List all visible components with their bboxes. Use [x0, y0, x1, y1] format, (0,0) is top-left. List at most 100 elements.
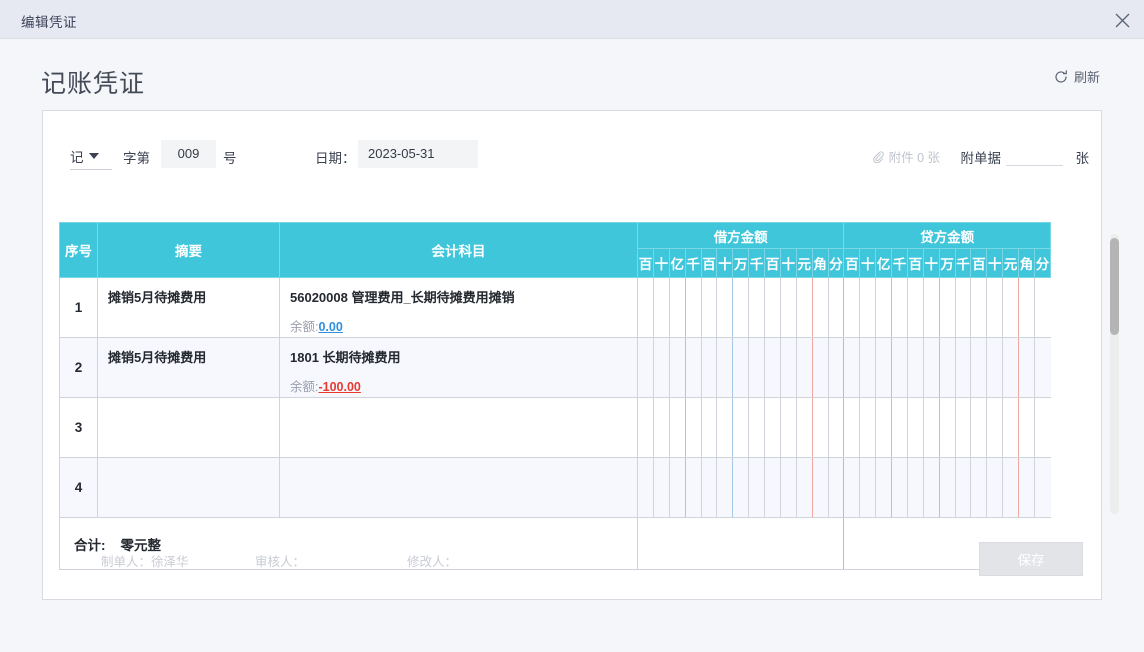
debit-digit-cell[interactable]: [700, 277, 717, 338]
debit-digit-cell[interactable]: [716, 277, 733, 338]
debit-digit-cell[interactable]: [764, 457, 781, 518]
debit-digit-cell[interactable]: [637, 457, 654, 518]
credit-digit-cell[interactable]: [954, 277, 971, 338]
debit-digit-cell[interactable]: [700, 337, 717, 398]
debit-digit-cell[interactable]: [795, 277, 813, 338]
debit-digit-cell[interactable]: [795, 397, 813, 458]
credit-digit-cell[interactable]: [1018, 457, 1035, 518]
debit-digit-cell[interactable]: [764, 397, 781, 458]
debit-digit-cell[interactable]: [811, 277, 828, 338]
credit-digit-cell[interactable]: [938, 337, 955, 398]
save-button[interactable]: 保存: [979, 542, 1083, 576]
debit-digit-cell[interactable]: [684, 457, 701, 518]
credit-digit-cell[interactable]: [843, 457, 860, 518]
credit-digit-cell[interactable]: [1018, 397, 1035, 458]
debit-digit-cell[interactable]: [684, 397, 701, 458]
debit-digit-cell[interactable]: [748, 337, 765, 398]
credit-digit-cell[interactable]: [1018, 337, 1035, 398]
row-account[interactable]: 1801 长期待摊费用 余额:-100.00: [279, 337, 638, 398]
credit-digit-cell[interactable]: [1033, 337, 1051, 398]
table-row[interactable]: 3: [59, 397, 1051, 458]
row-summary[interactable]: 摊销5月待摊费用: [97, 277, 280, 338]
credit-digit-cell[interactable]: [970, 457, 987, 518]
credit-digit-cell[interactable]: [843, 277, 860, 338]
row-account[interactable]: 56020008 管理费用_长期待摊费用摊销 余额:0.00: [279, 277, 638, 338]
debit-digit-cell[interactable]: [652, 397, 670, 458]
refresh-button[interactable]: 刷新: [1052, 64, 1102, 89]
debit-digit-cell[interactable]: [827, 277, 844, 338]
debit-digit-cell[interactable]: [811, 397, 828, 458]
credit-digit-cell[interactable]: [1002, 397, 1019, 458]
credit-digit-cell[interactable]: [891, 277, 908, 338]
credit-digit-cell[interactable]: [906, 397, 924, 458]
credit-digit-cell[interactable]: [1002, 457, 1019, 518]
debit-digit-cell[interactable]: [779, 337, 797, 398]
credit-digit-cell[interactable]: [986, 277, 1003, 338]
credit-digit-cell[interactable]: [1002, 337, 1019, 398]
voucher-date-input[interactable]: [358, 140, 478, 168]
debit-digit-cell[interactable]: [827, 337, 844, 398]
debit-digit-cell[interactable]: [716, 337, 733, 398]
credit-digit-cell[interactable]: [906, 457, 924, 518]
debit-digit-cell[interactable]: [795, 457, 813, 518]
credit-digit-cell[interactable]: [1018, 277, 1035, 338]
scrollbar-thumb[interactable]: [1110, 238, 1119, 335]
debit-digit-cell[interactable]: [827, 397, 844, 458]
debit-digit-cell[interactable]: [668, 277, 686, 338]
debit-digit-cell[interactable]: [748, 397, 765, 458]
credit-digit-cell[interactable]: [970, 397, 987, 458]
debit-digit-cell[interactable]: [748, 457, 765, 518]
debit-digit-cell[interactable]: [811, 457, 828, 518]
debit-digit-cell[interactable]: [779, 277, 797, 338]
credit-digit-cell[interactable]: [1033, 277, 1051, 338]
attachment-count[interactable]: 附件 0 张: [872, 147, 940, 166]
row-account[interactable]: [279, 457, 638, 518]
debit-digit-cell[interactable]: [637, 277, 654, 338]
fudanju-input[interactable]: [1006, 144, 1063, 166]
debit-digit-cell[interactable]: [637, 397, 654, 458]
credit-digit-cell[interactable]: [875, 337, 892, 398]
debit-digit-cell[interactable]: [668, 457, 686, 518]
credit-digit-cell[interactable]: [986, 337, 1003, 398]
credit-digit-cell[interactable]: [1033, 397, 1051, 458]
credit-digit-cell[interactable]: [859, 277, 876, 338]
credit-digit-cell[interactable]: [891, 337, 908, 398]
row-summary[interactable]: [97, 457, 280, 518]
close-icon[interactable]: [1110, 8, 1134, 32]
credit-digit-cell[interactable]: [859, 337, 876, 398]
credit-digit-cell[interactable]: [938, 397, 955, 458]
debit-digit-cell[interactable]: [764, 337, 781, 398]
debit-digit-cell[interactable]: [684, 277, 701, 338]
debit-digit-cell[interactable]: [732, 337, 749, 398]
credit-digit-cell[interactable]: [986, 397, 1003, 458]
credit-digit-cell[interactable]: [922, 337, 940, 398]
debit-digit-cell[interactable]: [716, 457, 733, 518]
debit-digit-cell[interactable]: [700, 397, 717, 458]
debit-digit-cell[interactable]: [811, 337, 828, 398]
voucher-word-select[interactable]: 记: [70, 146, 112, 170]
credit-digit-cell[interactable]: [954, 457, 971, 518]
debit-digit-cell[interactable]: [652, 457, 670, 518]
credit-digit-cell[interactable]: [922, 397, 940, 458]
debit-digit-cell[interactable]: [652, 337, 670, 398]
debit-digit-cell[interactable]: [668, 397, 686, 458]
debit-digit-cell[interactable]: [732, 277, 749, 338]
credit-digit-cell[interactable]: [1033, 457, 1051, 518]
debit-digit-cell[interactable]: [684, 337, 701, 398]
credit-digit-cell[interactable]: [875, 457, 892, 518]
credit-digit-cell[interactable]: [859, 457, 876, 518]
row-summary[interactable]: [97, 397, 280, 458]
credit-digit-cell[interactable]: [954, 397, 971, 458]
debit-digit-cell[interactable]: [716, 397, 733, 458]
debit-digit-cell[interactable]: [779, 397, 797, 458]
debit-digit-cell[interactable]: [732, 457, 749, 518]
debit-digit-cell[interactable]: [732, 397, 749, 458]
credit-digit-cell[interactable]: [986, 457, 1003, 518]
credit-digit-cell[interactable]: [938, 457, 955, 518]
debit-digit-cell[interactable]: [700, 457, 717, 518]
credit-digit-cell[interactable]: [1002, 277, 1019, 338]
credit-digit-cell[interactable]: [954, 337, 971, 398]
debit-digit-cell[interactable]: [668, 337, 686, 398]
vertical-scrollbar[interactable]: [1110, 234, 1119, 514]
credit-digit-cell[interactable]: [938, 277, 955, 338]
